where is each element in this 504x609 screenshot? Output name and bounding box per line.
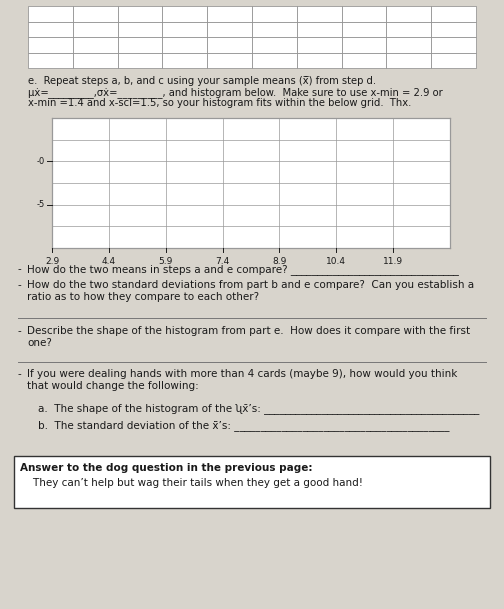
Bar: [14, 456, 490, 508]
Bar: [162, 21, 207, 37]
Bar: [297, 52, 342, 68]
Bar: [207, 6, 252, 21]
Bar: [342, 6, 387, 21]
Text: 11.9: 11.9: [383, 257, 403, 266]
Text: -0: -0: [37, 157, 45, 166]
Bar: [297, 37, 342, 52]
Text: Answer to the dog question in the previous page:: Answer to the dog question in the previo…: [20, 463, 312, 473]
Text: 4.4: 4.4: [102, 257, 116, 266]
Text: If you were dealing hands with more than 4 cards (maybe 9), how would you think: If you were dealing hands with more than…: [27, 369, 457, 379]
Text: 5.9: 5.9: [159, 257, 173, 266]
Text: 10.4: 10.4: [326, 257, 346, 266]
Bar: [162, 52, 207, 68]
Bar: [207, 21, 252, 37]
Text: μẋ=_________,σẋ=_________, and histogram below.  Make sure to use x-min = 2.9 or: μẋ=_________,σẋ=_________, and histogram…: [28, 87, 443, 98]
Bar: [431, 52, 476, 68]
Text: -: -: [18, 264, 22, 274]
Bar: [117, 6, 162, 21]
Bar: [73, 21, 117, 37]
Bar: [117, 37, 162, 52]
Bar: [252, 52, 297, 68]
Bar: [117, 21, 162, 37]
Bar: [297, 6, 342, 21]
Text: 7.4: 7.4: [215, 257, 230, 266]
Bar: [207, 52, 252, 68]
Bar: [28, 6, 73, 21]
Bar: [52, 118, 450, 248]
Bar: [28, 21, 73, 37]
Bar: [73, 52, 117, 68]
Text: -: -: [18, 369, 22, 379]
Bar: [73, 6, 117, 21]
Text: -5: -5: [37, 200, 45, 209]
Bar: [207, 37, 252, 52]
Text: one?: one?: [27, 338, 52, 348]
Bar: [28, 52, 73, 68]
Bar: [342, 37, 387, 52]
Bar: [342, 21, 387, 37]
Text: x-min =1.4 and x-scl=1.5, so your histogram fits within the below grid.  Thx.: x-min =1.4 and x-scl=1.5, so your histog…: [28, 98, 411, 108]
Bar: [117, 52, 162, 68]
Text: -: -: [18, 326, 22, 336]
Bar: [431, 37, 476, 52]
Text: ratio as to how they compare to each other?: ratio as to how they compare to each oth…: [27, 292, 259, 302]
Text: How do the two standard deviations from part b and e compare?  Can you establish: How do the two standard deviations from …: [27, 280, 474, 290]
Bar: [431, 6, 476, 21]
Bar: [387, 52, 431, 68]
Bar: [387, 21, 431, 37]
Text: How do the two means in steps a and e compare? ________________________________: How do the two means in steps a and e co…: [27, 264, 459, 275]
Text: 2.9: 2.9: [45, 257, 59, 266]
Text: b.  The standard deviation of the ẍ̄’s: ________________________________________: b. The standard deviation of the ẍ̄’s: _…: [38, 420, 450, 431]
Text: They can’t help but wag their tails when they get a good hand!: They can’t help but wag their tails when…: [20, 478, 363, 488]
Bar: [162, 37, 207, 52]
Text: Describe the shape of the histogram from part e.  How does it compare with the f: Describe the shape of the histogram from…: [27, 326, 470, 336]
Bar: [28, 37, 73, 52]
Text: 8.9: 8.9: [272, 257, 287, 266]
Bar: [252, 37, 297, 52]
Bar: [73, 37, 117, 52]
Bar: [297, 21, 342, 37]
Bar: [387, 37, 431, 52]
Bar: [342, 52, 387, 68]
Bar: [162, 6, 207, 21]
Bar: [431, 21, 476, 37]
Bar: [252, 21, 297, 37]
Bar: [252, 6, 297, 21]
Text: e.  Repeat steps a, b, and c using your sample means (ẍ̅) from step d.: e. Repeat steps a, b, and c using your s…: [28, 76, 376, 86]
Text: -: -: [18, 280, 22, 290]
Text: a.  The shape of the histogram of the ʯx̄’s: ___________________________________: a. The shape of the histogram of the ʯx̄…: [38, 403, 479, 414]
Text: that would change the following:: that would change the following:: [27, 381, 199, 391]
Bar: [387, 6, 431, 21]
